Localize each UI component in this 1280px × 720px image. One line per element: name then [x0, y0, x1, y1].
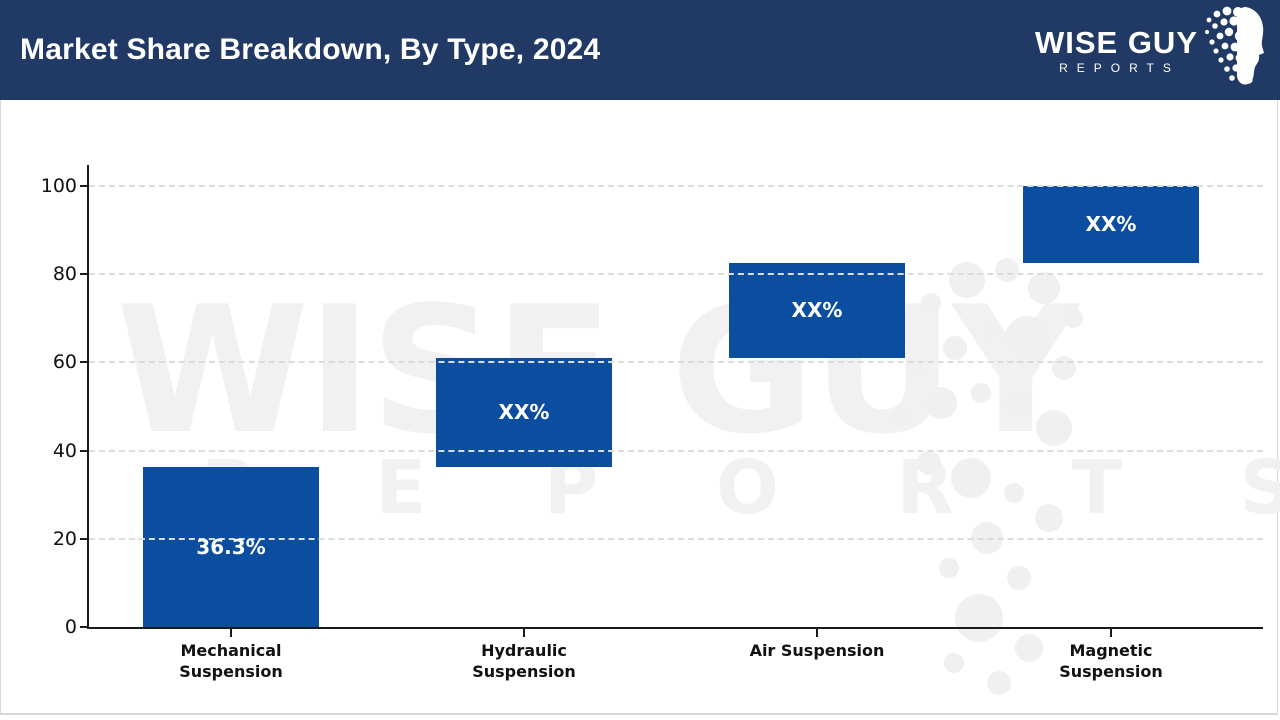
logo-text: WISE GUY REPORTS: [1034, 24, 1198, 76]
bar-0: [143, 466, 319, 627]
x-category-label-2: Air Suspension: [749, 641, 885, 660]
y-tick-0: [80, 626, 88, 628]
gridline-y-40: [89, 449, 1263, 452]
bar-2: [729, 262, 905, 358]
page-title: Market Share Breakdown, By Type, 2024: [20, 33, 601, 66]
x-axis-line: [87, 627, 1263, 629]
bar-value-label-3: XX%: [1085, 212, 1137, 237]
bar-1: [436, 357, 612, 467]
y-tick-label-100: 100: [40, 175, 77, 197]
x-category-label-3: Magnetic Suspension: [1059, 641, 1163, 681]
y-tick-label-20: 20: [52, 527, 77, 550]
y-axis-line: [87, 165, 89, 629]
bar-value-label-0: 36.3%: [196, 534, 266, 559]
wiseguy-face-icon: [1202, 5, 1264, 95]
y-tick-20: [80, 537, 88, 540]
gridline-y-60: [89, 361, 1263, 364]
chart-canvas: WISE GUY R E P O R T S 0 20 40 60 80 100 36.3%…: [0, 100, 1280, 715]
x-tick-3: [1110, 629, 1112, 637]
y-tick-100: [80, 185, 88, 187]
gridline-y-20: [89, 537, 1263, 540]
gridline-y-80: [89, 273, 1263, 276]
watermark-subtitle: R E P O R T S: [201, 445, 1280, 531]
x-tick-2: [816, 629, 818, 637]
gridline-y-100: [89, 185, 1263, 187]
logo-wordmark: WISE GUY: [1034, 24, 1198, 60]
y-tick-label-0: 0: [64, 616, 77, 638]
header-band: Market Share Breakdown, By Type, 2024 WI…: [0, 0, 1280, 100]
y-tick-60: [80, 361, 88, 364]
x-category-label-0: Mechanical Suspension: [179, 641, 283, 681]
bar-3: [1023, 186, 1199, 263]
wiseguy-logo: WISE GUY REPORTS: [1035, 0, 1264, 100]
y-tick-label-40: 40: [52, 439, 77, 462]
y-tick-40: [80, 449, 88, 452]
y-tick-label-80: 80: [52, 263, 77, 286]
x-tick-1: [523, 629, 525, 637]
y-tick-80: [80, 273, 88, 276]
y-tick-label-60: 60: [52, 351, 77, 374]
plot-area: WISE GUY R E P O R T S 0 20 40 60 80 100 36.3%…: [1, 100, 1280, 713]
bar-value-label-2: XX%: [791, 298, 843, 323]
x-tick-0: [230, 629, 232, 637]
bar-value-label-1: XX%: [498, 400, 550, 425]
x-category-label-1: Hydraulic Suspension: [472, 641, 576, 681]
logo-subtitle: REPORTS: [1059, 60, 1180, 75]
